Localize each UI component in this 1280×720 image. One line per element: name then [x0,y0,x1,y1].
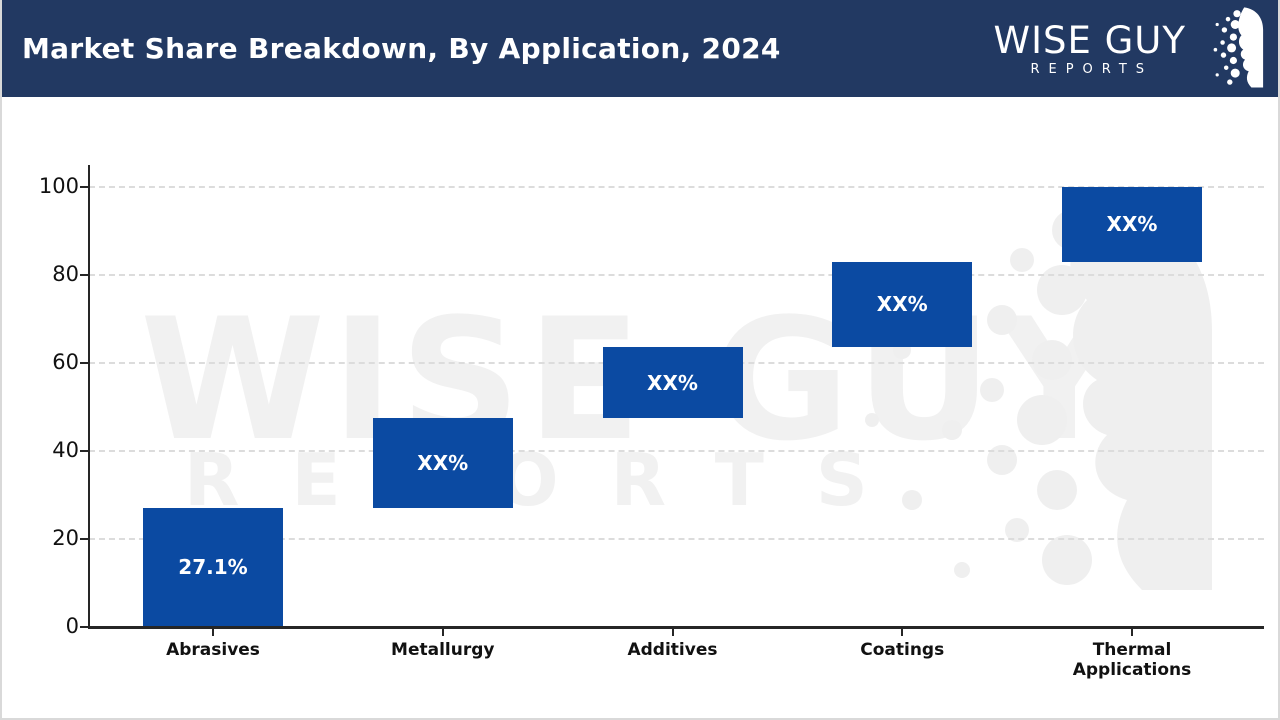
waterfall-bar: XX% [1062,187,1202,262]
y-tick-label: 100 [38,174,79,198]
x-category-label: Thermal Applications [1072,640,1192,681]
bar-value-label: XX% [647,370,698,395]
bar-value-label: XX% [417,450,469,475]
x-tick-mark [212,628,214,636]
logo-wordmark: WISE GUY [993,18,1186,62]
y-tick-label: 60 [52,350,79,374]
header-bar: Market Share Breakdown, By Application, … [2,0,1278,97]
logo-face-icon [1192,6,1264,92]
logo-text: WISE GUY REPORTS [994,22,1186,76]
x-tick-mark [671,628,674,636]
y-tick-label: 0 [65,614,79,638]
x-category-label: Metallurgy [391,640,495,660]
x-tick-mark [441,628,444,636]
y-tick-mark [80,362,88,364]
x-category-label: Additives [627,640,718,660]
logo-subtitle: REPORTS [1030,61,1154,77]
gridline [89,450,1264,452]
x-category-label: Abrasives [166,640,260,660]
gridline [89,538,1264,540]
waterfall-bar: XX% [372,418,513,508]
y-tick-label: 40 [52,438,79,462]
chart-title: Market Share Breakdown, By Application, … [22,32,781,65]
y-tick-mark [80,626,88,628]
waterfall-bar: XX% [832,261,973,348]
y-tick-label: 20 [52,526,79,550]
bar-value-label: XX% [876,292,928,317]
waterfall-bar: 27.1% [143,507,283,627]
y-tick-mark [80,274,88,276]
bar-value-label: 27.1% [178,555,248,580]
y-tick-label: 80 [52,262,79,286]
x-tick-mark [901,628,904,636]
gridline [89,274,1264,276]
wise-guy-logo: WISE GUY REPORTS [994,6,1264,92]
x-tick-mark [1131,628,1133,636]
x-axis-line [88,626,1264,629]
y-tick-mark [80,186,88,188]
x-category-label: Coatings [860,640,945,660]
y-tick-mark [80,538,88,540]
y-tick-mark [80,450,88,452]
waterfall-bar: XX% [602,347,743,418]
y-axis-line [88,165,90,629]
bar-value-label: XX% [1106,212,1158,237]
gridline [89,186,1264,188]
